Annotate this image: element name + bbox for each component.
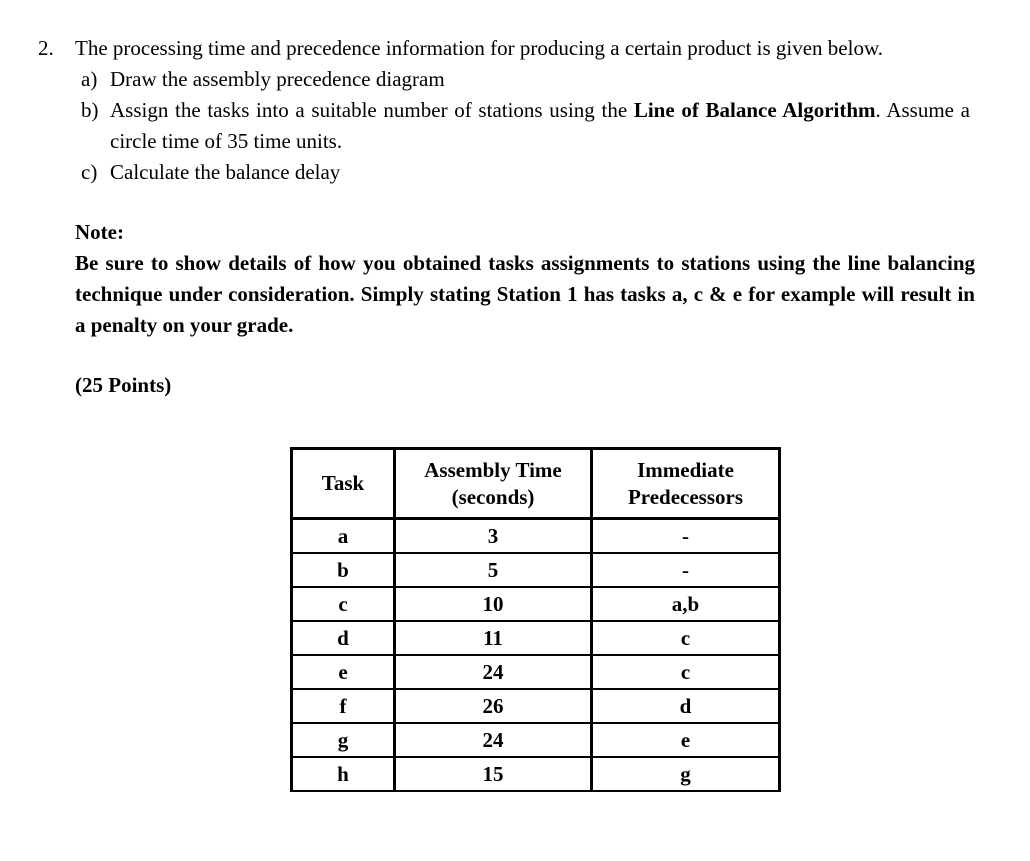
cell-time: 24 [393,721,593,758]
table-row: g 24 e [290,721,781,758]
cell-task: a [290,517,396,554]
cell-task: e [290,653,396,690]
cell-pred: c [590,619,781,656]
cell-time: 3 [393,517,593,554]
cell-task: g [290,721,396,758]
subitem-c-label: c) [81,160,98,184]
cell-task: d [290,619,396,656]
table-row: h 15 g [290,755,781,792]
cell-time: 24 [393,653,593,690]
cell-pred: - [590,517,781,554]
cell-pred: g [590,755,781,792]
cell-task: h [290,755,396,792]
subitem-a-text: Draw the assembly precedence diagram [110,67,445,91]
subitem-c: c) Calculate the balance delay [75,157,975,188]
document-page: 2. The processing time and precedence in… [38,33,975,792]
cell-time: 11 [393,619,593,656]
task-table-header: Task Assembly Time (seconds) Immediate P… [290,447,781,520]
cell-time: 5 [393,551,593,588]
problem-intro: The processing time and precedence infor… [75,36,884,60]
cell-task: c [290,585,396,622]
table-row: c 10 a,b [290,585,781,622]
subitem-a: a) Draw the assembly precedence diagram [75,64,975,95]
cell-time: 15 [393,755,593,792]
task-table-body: a 3 - b 5 - c 10 a,b d 11 c e 24 [290,517,781,792]
subitem-b-text: Assign the tasks into a suitable number … [110,95,970,157]
problem-body: The processing time and precedence infor… [75,33,975,401]
cell-pred: e [590,721,781,758]
subitem-b-label: b) [81,98,99,122]
cell-task: b [290,551,396,588]
subitem-c-text: Calculate the balance delay [110,160,341,184]
header-immediate-predecessors: Immediate Predecessors [590,447,781,520]
table-row: b 5 - [290,551,781,588]
note-title: Note: [75,220,124,244]
problem-2: 2. The processing time and precedence in… [38,33,975,401]
cell-task: f [290,687,396,724]
cell-time: 10 [393,585,593,622]
cell-pred: d [590,687,781,724]
problem-number: 2. [38,36,54,60]
table-row: e 24 c [290,653,781,690]
subitem-b-text-pre: Assign the tasks into a suitable number … [110,98,634,122]
table-row: f 26 d [290,687,781,724]
cell-time: 26 [393,687,593,724]
subitem-a-label: a) [81,67,98,91]
header-assembly-time: Assembly Time (seconds) [393,447,593,520]
table-row: a 3 - [290,517,781,554]
subitem-b-text-post: . Assume a circle time of 35 time units. [110,98,970,153]
cell-pred: - [590,551,781,588]
subitem-b-text-bold: Line of Balance Algorithm [633,98,876,122]
header-row: Task Assembly Time (seconds) Immediate P… [290,447,781,520]
header-task: Task [290,447,396,520]
task-table: Task Assembly Time (seconds) Immediate P… [290,447,781,792]
cell-pred: a,b [590,585,781,622]
note-body: Be sure to show details of how you obtai… [75,251,975,337]
subitem-b: b) Assign the tasks into a suitable numb… [75,95,975,157]
table-row: d 11 c [290,619,781,656]
note-section: Note: Be sure to show details of how you… [75,217,975,341]
cell-pred: c [590,653,781,690]
points-line: (25 Points) [75,373,172,397]
